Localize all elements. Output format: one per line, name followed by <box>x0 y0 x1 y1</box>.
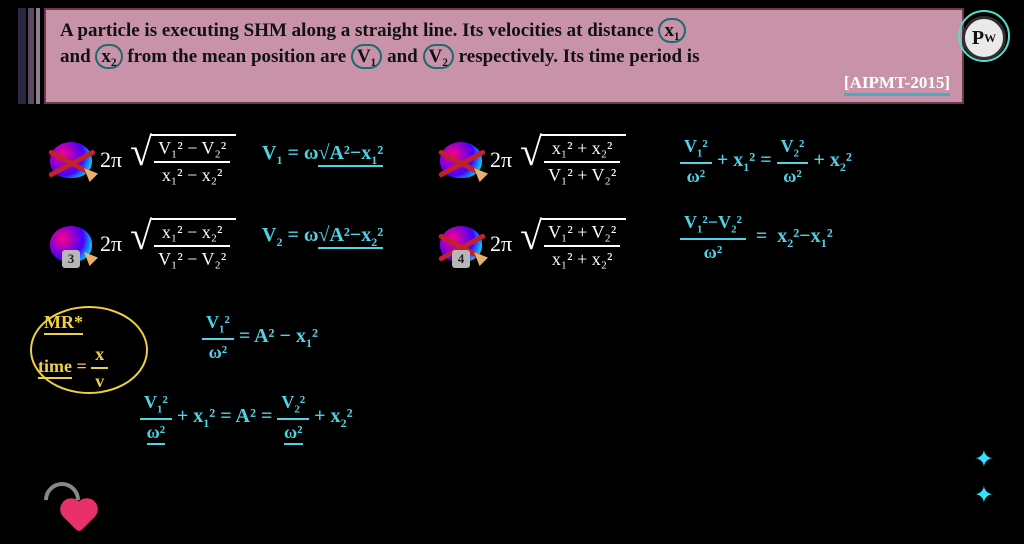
option-1: 2π √ V₁² − V₂²x₁² − x₂² <box>50 134 236 186</box>
question-banner: A particle is executing SHM along a stra… <box>44 8 964 104</box>
sparkle-icon: ✦ <box>974 445 994 474</box>
var-v1: V₁ <box>351 44 382 69</box>
option-3: 3 2π √ x₁² − x₂²V₁² − V₂² <box>50 218 236 270</box>
brain-icon <box>50 142 92 178</box>
hw-time: time = xv <box>38 344 108 392</box>
question-line-2: and x₂ from the mean position are V₁ and… <box>60 44 948 70</box>
hw-bottom-2: V1²ω² + x1² = A² = V2²ω² + x2² <box>140 392 353 443</box>
hw-v2-eq: V2 = ω√A²−x2² <box>262 224 383 250</box>
hw-right-mid: V1²−V2²ω² = x2²−x1² <box>680 212 833 263</box>
brain-icon: 4 <box>440 226 482 262</box>
hw-v1-eq: V1 = ω√A²−x1² <box>262 142 383 168</box>
hw-bottom-1: V1²ω² = A² − x1² <box>202 312 318 363</box>
var-x2: x₂ <box>95 44 122 69</box>
option-4: 4 2π √ V₁² + V₂²x₁² + x₂² <box>440 218 626 270</box>
question-line-1: A particle is executing SHM along a stra… <box>60 18 948 44</box>
hw-right-top: V1²ω² + x1² = V2²ω² + x2² <box>680 136 852 187</box>
q-text: A particle is executing SHM along a stra… <box>60 20 654 41</box>
var-x1: x₁ <box>658 18 685 43</box>
brain-icon: 3 <box>50 226 92 262</box>
sparkle-icon: ✦ <box>974 481 994 510</box>
stethoscope-icon <box>44 482 90 528</box>
source-tag: [AIPMT-2015] <box>844 73 950 96</box>
option-2: 2π √ x₁² + x₂²V₁² + V₂² <box>440 134 626 186</box>
hw-mr: MR* <box>44 312 83 333</box>
var-v2: V₂ <box>423 44 454 69</box>
pw-logo: PW <box>962 16 1006 60</box>
accent-bars <box>18 8 44 104</box>
brain-icon <box>440 142 482 178</box>
